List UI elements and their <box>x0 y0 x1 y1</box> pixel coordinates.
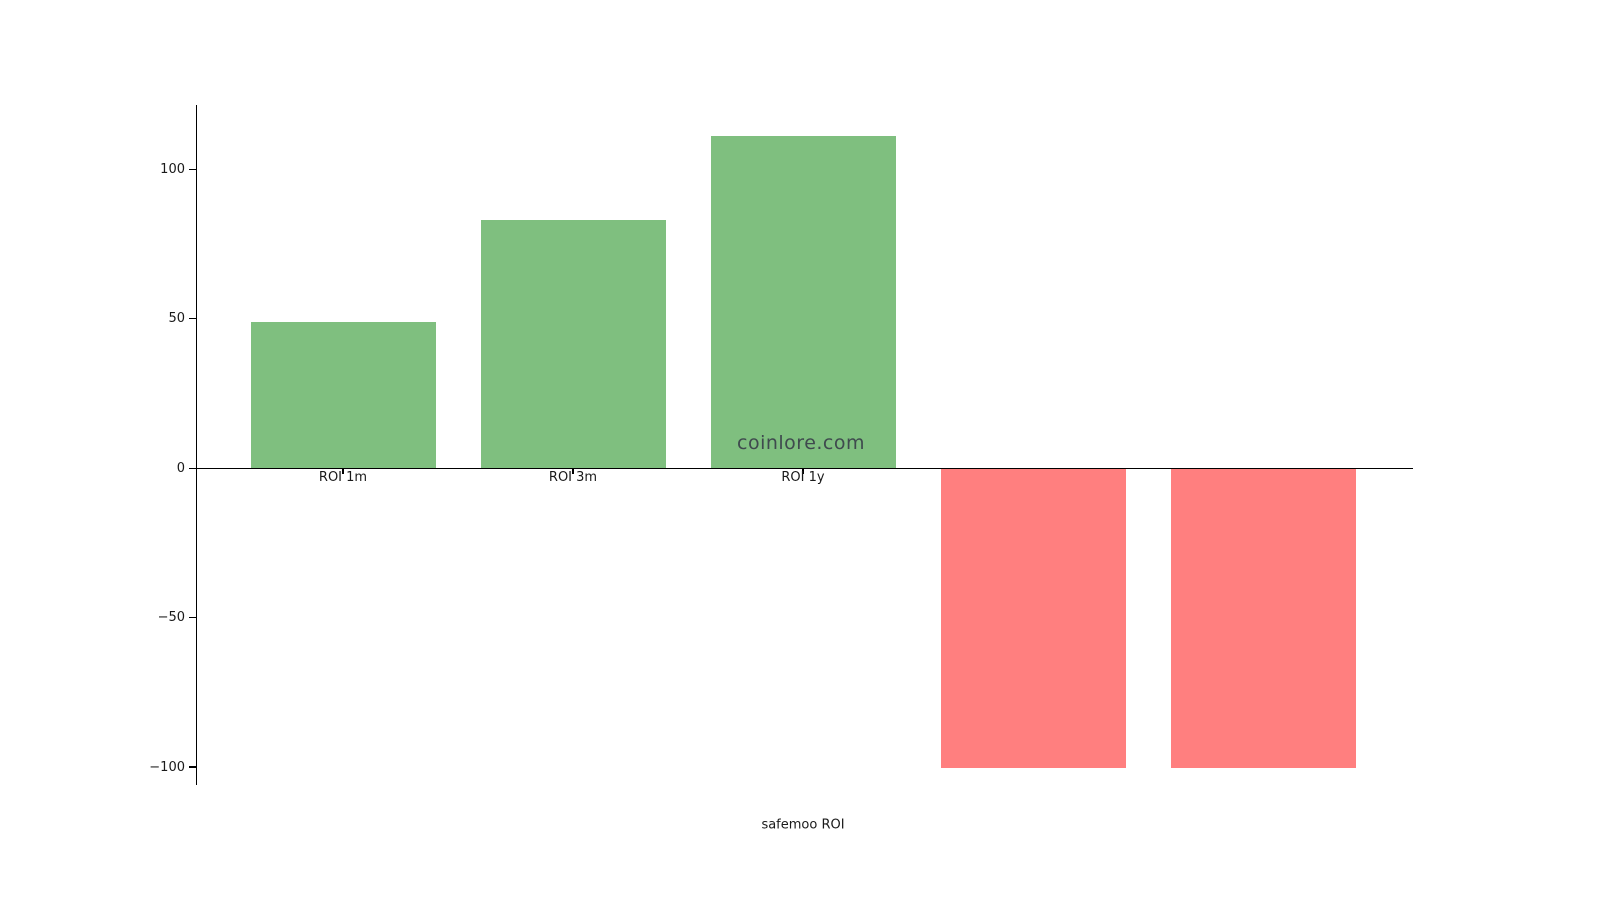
x-tick-label: ROI 1y <box>781 469 825 485</box>
y-tick-label: −50 <box>157 610 185 626</box>
bar-neg-5 <box>1170 468 1356 768</box>
y-tick-label: 0 <box>176 460 185 476</box>
x-tick-mark <box>802 468 804 475</box>
x-tick-label: ROI 3m <box>548 469 598 485</box>
watermark-text: coinlore.com <box>737 432 865 454</box>
bar-neg-4 <box>940 468 1126 768</box>
x-axis-line <box>196 467 1413 469</box>
bar-roi-3m <box>480 220 666 469</box>
y-axis-spine <box>196 105 198 785</box>
x-tick-label: ROI 1m <box>318 469 368 485</box>
x-axis-title: safemoo ROI <box>761 817 845 833</box>
x-tick-mark <box>342 468 344 475</box>
y-tick-mark <box>189 318 196 320</box>
y-tick-label: 100 <box>160 161 185 177</box>
y-tick-mark <box>189 766 196 768</box>
y-tick-mark <box>189 168 196 170</box>
y-tick-label: 50 <box>168 311 185 327</box>
bar-roi-1m <box>250 321 436 469</box>
y-tick-mark <box>189 616 196 619</box>
y-tick-mark <box>189 467 196 469</box>
y-tick-label: −100 <box>149 759 185 775</box>
bar-roi-1y <box>710 136 896 469</box>
x-tick-mark <box>572 468 574 475</box>
